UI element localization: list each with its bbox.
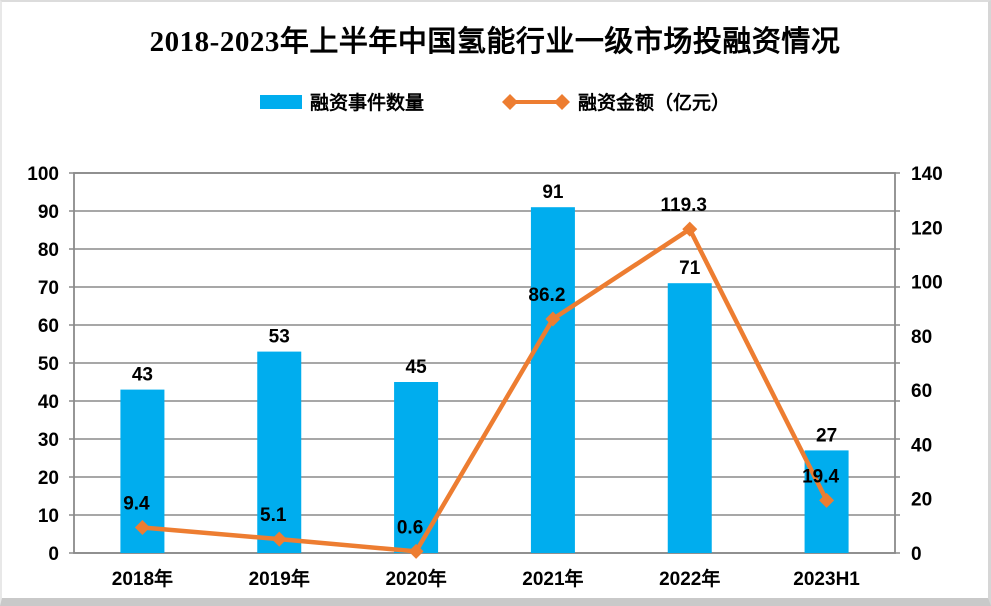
line-marker-2019年 bbox=[271, 531, 287, 547]
left-axis-tick-label: 40 bbox=[38, 392, 59, 413]
right-axis-tick-label: 60 bbox=[911, 381, 932, 402]
line-marker-2023H1 bbox=[819, 492, 835, 508]
line-value-label: 0.6 bbox=[397, 517, 423, 538]
line-value-label: 86.2 bbox=[528, 285, 565, 306]
legend-label-line-series: 融资金额（亿元） bbox=[578, 93, 731, 114]
bar-value-label: 43 bbox=[132, 365, 153, 386]
x-axis-category-label: 2018年 bbox=[112, 567, 173, 590]
left-axis-tick-label: 50 bbox=[38, 354, 59, 375]
bar-2021年 bbox=[530, 207, 575, 553]
right-axis-tick-label: 20 bbox=[911, 490, 932, 511]
line-series-path bbox=[140, 226, 829, 554]
bar-2019年 bbox=[257, 351, 302, 553]
left-axis-tick-label: 80 bbox=[38, 240, 59, 261]
line-value-label: 9.4 bbox=[123, 493, 150, 514]
line-series-swatch-icon bbox=[502, 93, 570, 111]
left-axis-tick-label: 0 bbox=[48, 544, 59, 565]
line-marker-2021年 bbox=[545, 311, 561, 327]
bar-series-swatch-icon bbox=[259, 94, 302, 109]
left-axis-tick-label: 90 bbox=[38, 202, 59, 223]
bar-value-label: 91 bbox=[542, 182, 564, 203]
x-axis-category-label: 2020年 bbox=[385, 567, 446, 590]
legend-item-bar-series: 融资事件数量 bbox=[259, 88, 424, 115]
legend-label-bar-series: 融资事件数量 bbox=[309, 93, 424, 114]
right-axis-tick-label: 0 bbox=[911, 544, 922, 565]
legend-item-line-series: 融资金额（亿元） bbox=[502, 88, 730, 115]
left-axis-tick-label: 30 bbox=[38, 430, 59, 451]
x-axis-category-label: 2019年 bbox=[249, 567, 310, 590]
plot-border bbox=[73, 172, 896, 554]
bar-value-label: 53 bbox=[269, 327, 290, 348]
left-axis-tick-label: 70 bbox=[38, 278, 59, 299]
line-marker-2018年 bbox=[134, 519, 150, 535]
left-axis-tick-label: 100 bbox=[27, 164, 59, 185]
legend: 融资事件数量 融资金额（亿元） bbox=[2, 88, 988, 115]
line-value-label: 5.1 bbox=[260, 505, 287, 526]
line-marker-2020年 bbox=[408, 543, 424, 559]
left-axis-tick-label: 10 bbox=[38, 506, 59, 527]
x-axis-category-label: 2021年 bbox=[522, 567, 583, 590]
left-axis-tick-label: 20 bbox=[38, 468, 59, 489]
line-marker-2022年 bbox=[682, 221, 698, 237]
right-axis-tick-label: 120 bbox=[911, 218, 943, 239]
bar-value-label: 71 bbox=[679, 258, 701, 279]
chart-title: 2018-2023年上半年中国氢能行业一级市场投融资情况 bbox=[149, 26, 841, 58]
x-axis-category-label: 2022年 bbox=[659, 567, 720, 590]
left-axis-tick-label: 60 bbox=[38, 316, 59, 337]
right-axis-tick-label: 100 bbox=[911, 273, 943, 294]
line-value-label: 119.3 bbox=[661, 195, 708, 216]
bar-value-label: 27 bbox=[816, 425, 837, 446]
line-value-label: 19.4 bbox=[802, 466, 839, 487]
x-axis-category-label: 2023H1 bbox=[793, 569, 860, 590]
bar-value-label: 45 bbox=[406, 357, 428, 378]
right-axis-tick-label: 40 bbox=[911, 435, 932, 456]
bar-2022年 bbox=[667, 283, 712, 553]
right-axis-tick-label: 140 bbox=[911, 164, 943, 185]
right-axis-tick-label: 80 bbox=[911, 327, 932, 348]
